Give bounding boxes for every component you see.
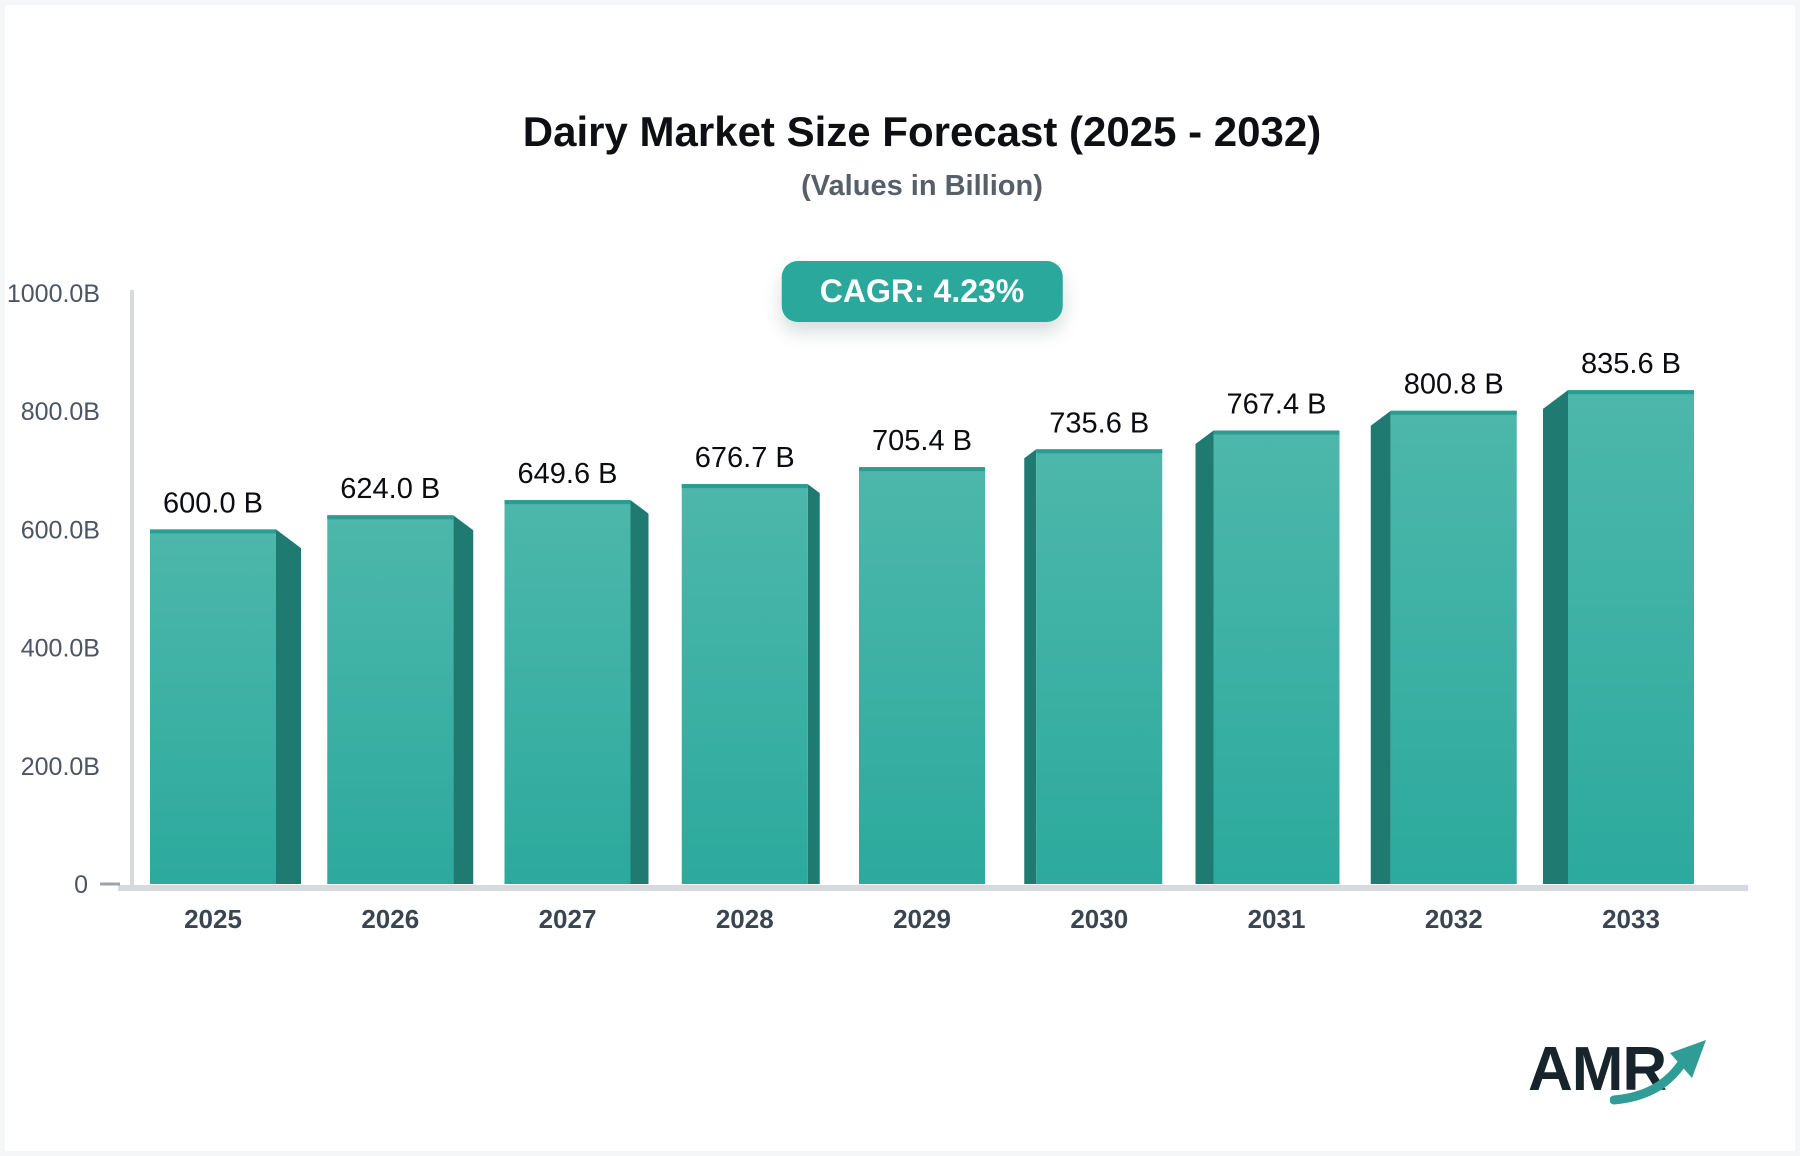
bar-group-2027: 649.6 B 2027 (504, 458, 649, 934)
y-tick-label-0: 0 (74, 871, 88, 899)
bar-value-label: 705.4 B (872, 425, 972, 457)
chart-title: Dairy Market Size Forecast (2025 - 2032) (522, 108, 1322, 155)
bar-value-label: 624.0 B (340, 473, 440, 505)
bar-group-2031: 767.4 B 2031 (1195, 388, 1340, 934)
bar-group-2032: 800.8 B 2032 (1370, 369, 1517, 934)
bar-front-face (150, 529, 276, 884)
cagr-badge: CAGR: 4.23% (781, 261, 1063, 322)
bar-front-face (681, 484, 808, 884)
bar-front-face (1036, 449, 1163, 884)
x-category-label-2032: 2032 (1425, 904, 1483, 934)
bar-value-label: 676.7 B (695, 442, 795, 474)
y-axis-line (130, 290, 134, 890)
bar-front-face (504, 500, 631, 884)
bar-side-face (807, 484, 820, 884)
x-category-label-2029: 2029 (893, 904, 951, 934)
x-category-label-2030: 2030 (1070, 904, 1128, 934)
bar-group-2030: 735.6 B 2030 (1024, 407, 1163, 934)
y-tick-label-800: 800.0B (21, 398, 100, 426)
bar-side-face (276, 529, 301, 884)
x-category-label-2028: 2028 (716, 904, 774, 934)
bar-value-label: 649.6 B (518, 458, 618, 490)
bar-value-label: 767.4 B (1227, 388, 1327, 420)
bar-front-face (1390, 410, 1517, 884)
y-tick-label-600: 600.0B (21, 516, 100, 544)
bar-side-face (1024, 449, 1037, 884)
bar-front-face (859, 467, 985, 884)
bar-group-2028: 676.7 B 2028 (681, 442, 820, 934)
bar-group-2025: 600.0 B 2025 (150, 487, 301, 934)
bar-front-face (1213, 430, 1340, 884)
bar-side-face (630, 500, 649, 884)
bar-side-face (453, 515, 474, 884)
bar-group-2033: 835.6 B 2033 (1543, 348, 1694, 934)
growth-arrow-icon (1610, 1040, 1706, 1105)
amr-logo: AMR (1528, 1034, 1718, 1124)
bar-front-face (327, 515, 454, 884)
x-category-label-2026: 2026 (361, 904, 419, 934)
bar-front-face (1568, 390, 1694, 884)
x-category-label-2027: 2027 (539, 904, 597, 934)
y-tick-label-200: 200.0B (21, 753, 100, 781)
x-category-label-2025: 2025 (184, 904, 242, 934)
x-category-label-2033: 2033 (1602, 904, 1660, 934)
y-tick-label-1000: 1000.0B (7, 280, 100, 308)
bar-value-label: 735.6 B (1049, 407, 1149, 439)
bar-group-2026: 624.0 B 2026 (327, 473, 474, 934)
chart-subtitle: (Values in Billion) (801, 170, 1043, 202)
x-category-label-2031: 2031 (1248, 904, 1306, 934)
x-axis-line (118, 885, 1748, 891)
bar-side-face (1195, 430, 1214, 884)
bar-group-2029: 705.4 B 2029 (859, 425, 985, 934)
bar-value-label: 600.0 B (163, 487, 263, 519)
y-tick-label-400: 400.0B (21, 635, 100, 663)
bar-value-label: 835.6 B (1581, 348, 1681, 380)
bar-value-label: 800.8 B (1404, 369, 1504, 401)
bar-side-face (1543, 390, 1568, 884)
bar-side-face (1370, 410, 1391, 884)
